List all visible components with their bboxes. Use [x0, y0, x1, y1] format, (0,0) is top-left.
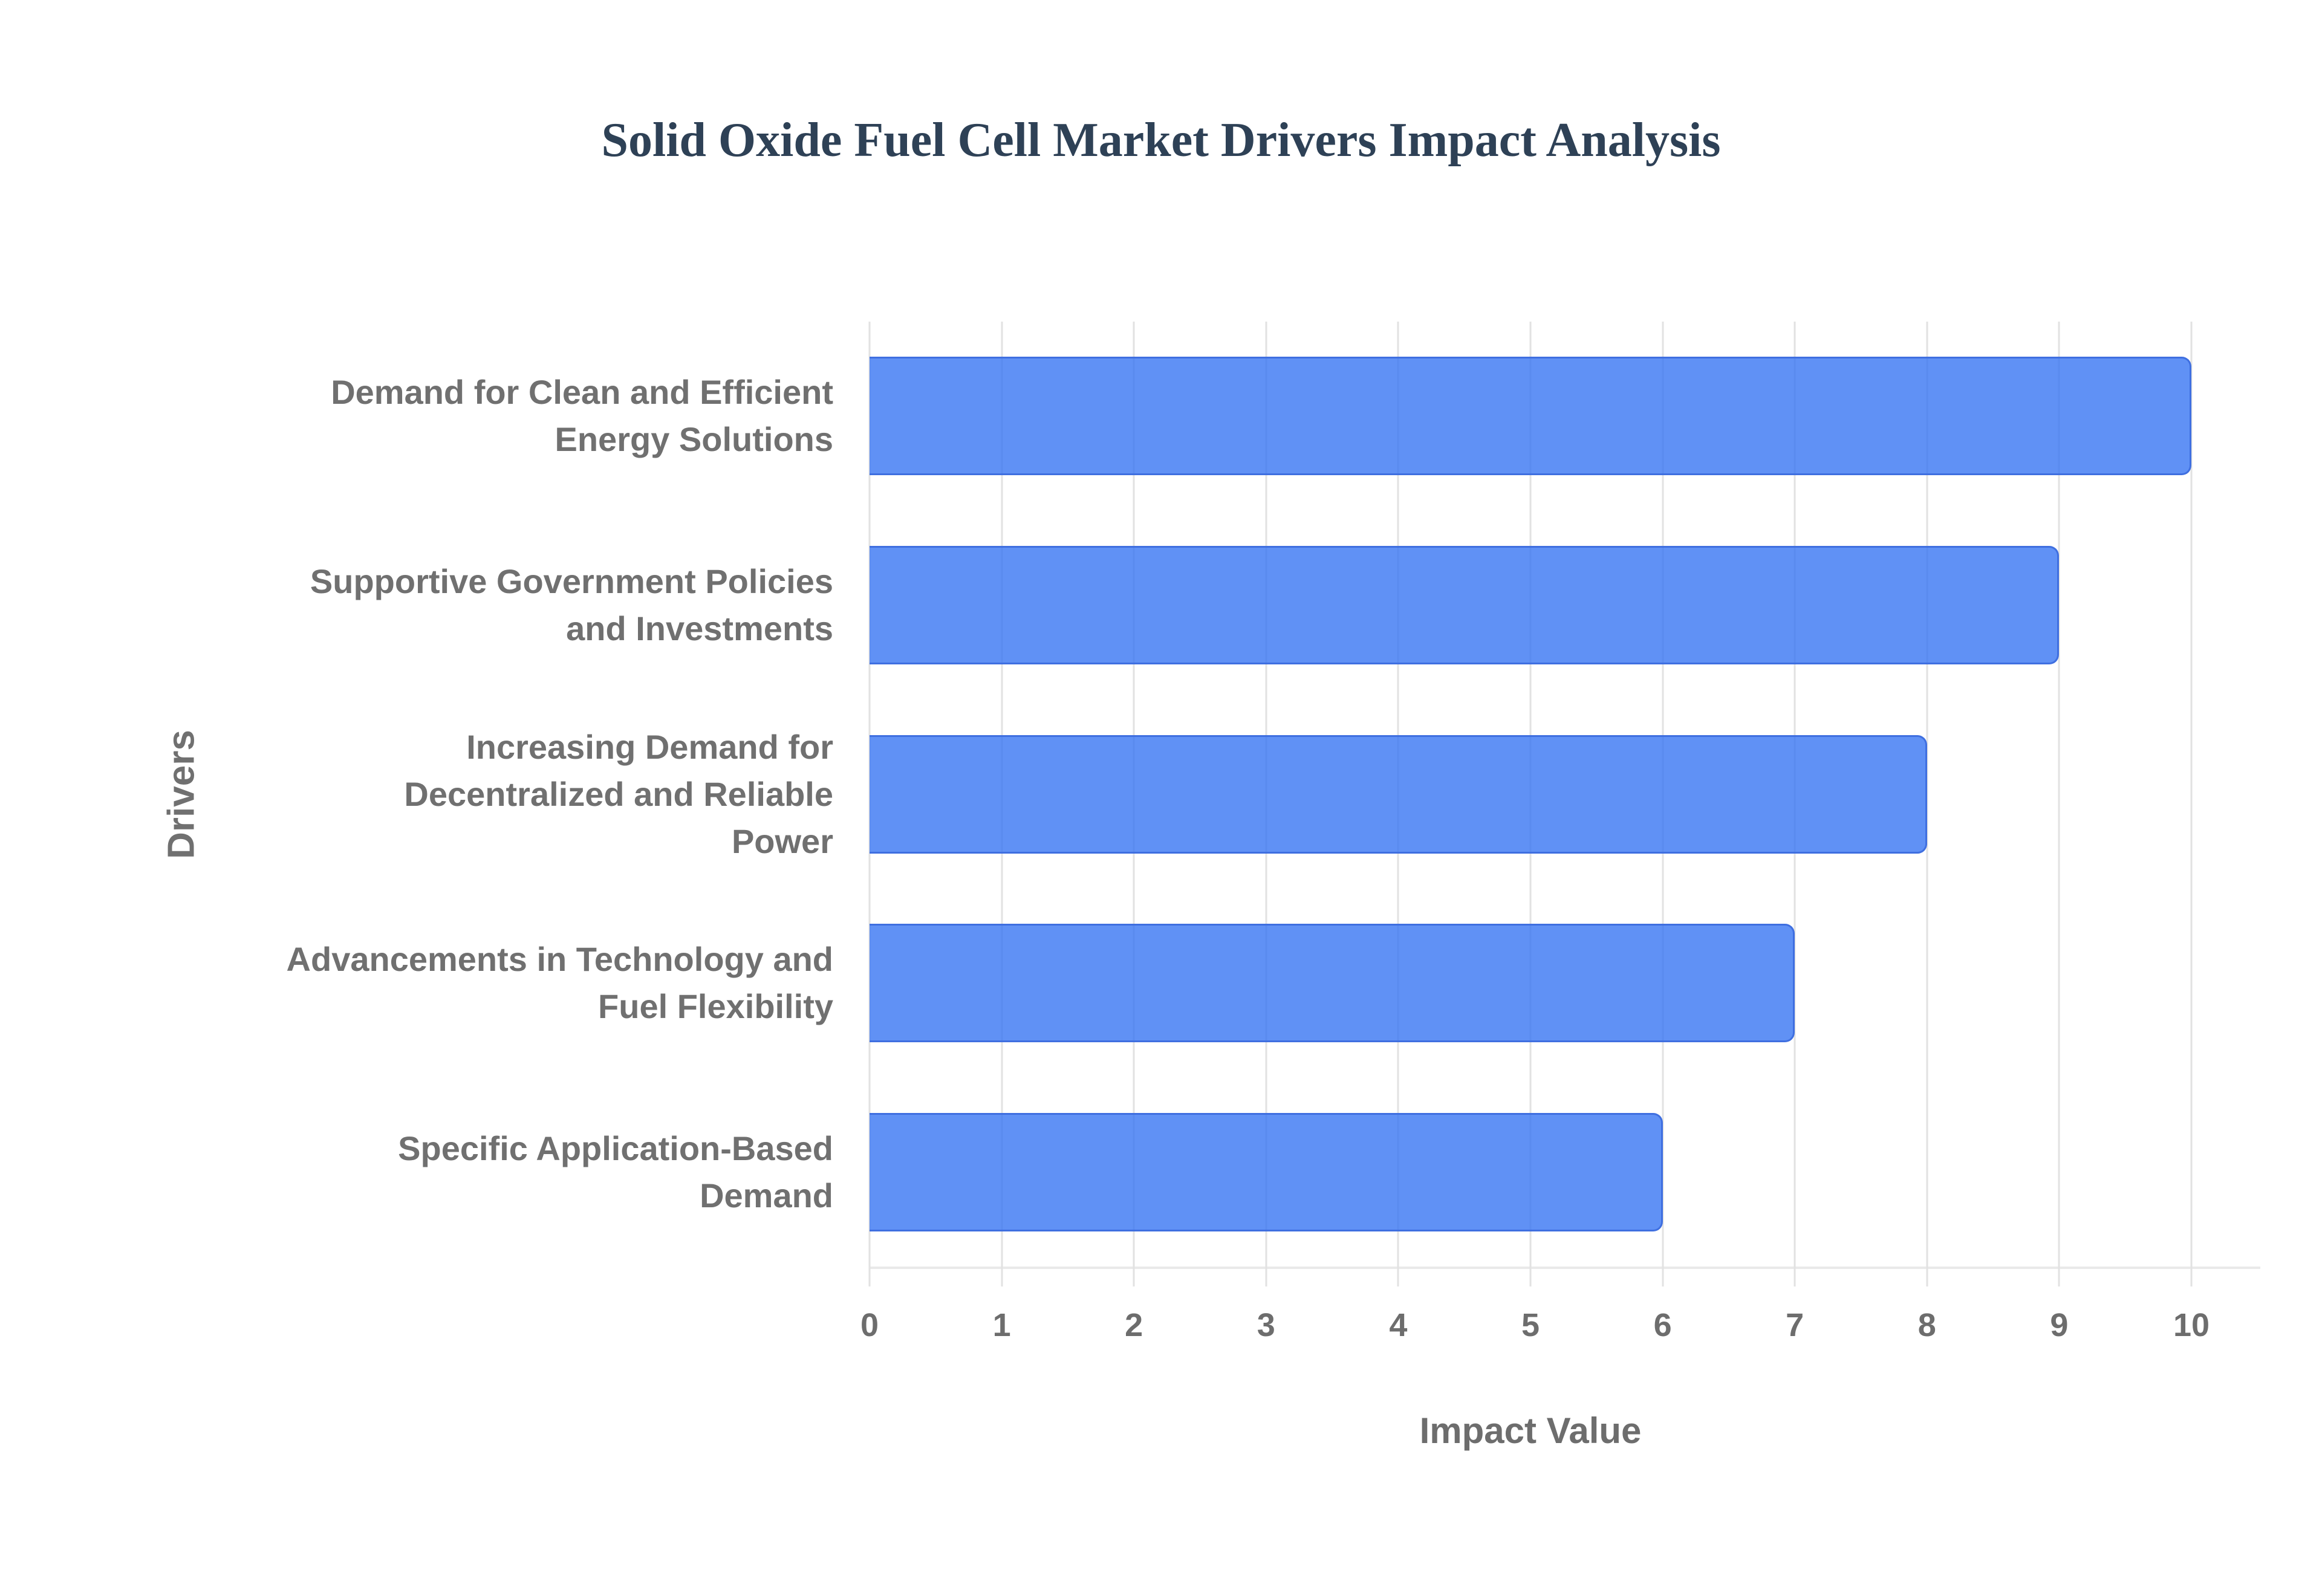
x-tick-label-9: 9	[2050, 1307, 2069, 1343]
chart-title: Solid Oxide Fuel Cell Market Drivers Imp…	[601, 114, 1721, 167]
x-tick-label-1: 1	[992, 1307, 1011, 1343]
y-axis-label-3: Advancements in Technology and Fuel Flex…	[286, 940, 833, 1026]
x-tick-label-0: 0	[860, 1307, 879, 1343]
x-tick-label-5: 5	[1521, 1307, 1540, 1343]
x-tick-label-6: 6	[1653, 1307, 1672, 1343]
gridline-x-9	[2058, 322, 2060, 1286]
y-axis-label-2: Increasing Demand for Decentralized and …	[404, 727, 833, 860]
x-tick-label-10: 10	[2173, 1307, 2210, 1343]
gridline-x-10	[2190, 322, 2193, 1286]
bar-3	[870, 924, 1795, 1043]
plot-area	[868, 322, 2260, 1286]
bar-4	[870, 1112, 1663, 1231]
x-tick-label-4: 4	[1389, 1307, 1408, 1343]
x-tick-label-3: 3	[1257, 1307, 1275, 1343]
x-tick-label-2: 2	[1125, 1307, 1143, 1343]
x-axis-title: Impact Value	[1419, 1410, 1642, 1451]
y-axis-label-4: Specific Application-Based Demand	[398, 1129, 833, 1215]
gridline-x-8	[1926, 322, 1928, 1286]
y-axis-label-0: Demand for Clean and Efficient Energy So…	[331, 373, 833, 459]
x-tick-label-7: 7	[1786, 1307, 1804, 1343]
bar-1	[870, 545, 2060, 664]
y-axis-label-1: Supportive Government Policies and Inves…	[310, 562, 833, 647]
x-tick-label-8: 8	[1917, 1307, 1936, 1343]
bar-2	[870, 735, 1927, 854]
bar-0	[870, 357, 2191, 476]
x-axis-line	[870, 1267, 2260, 1269]
